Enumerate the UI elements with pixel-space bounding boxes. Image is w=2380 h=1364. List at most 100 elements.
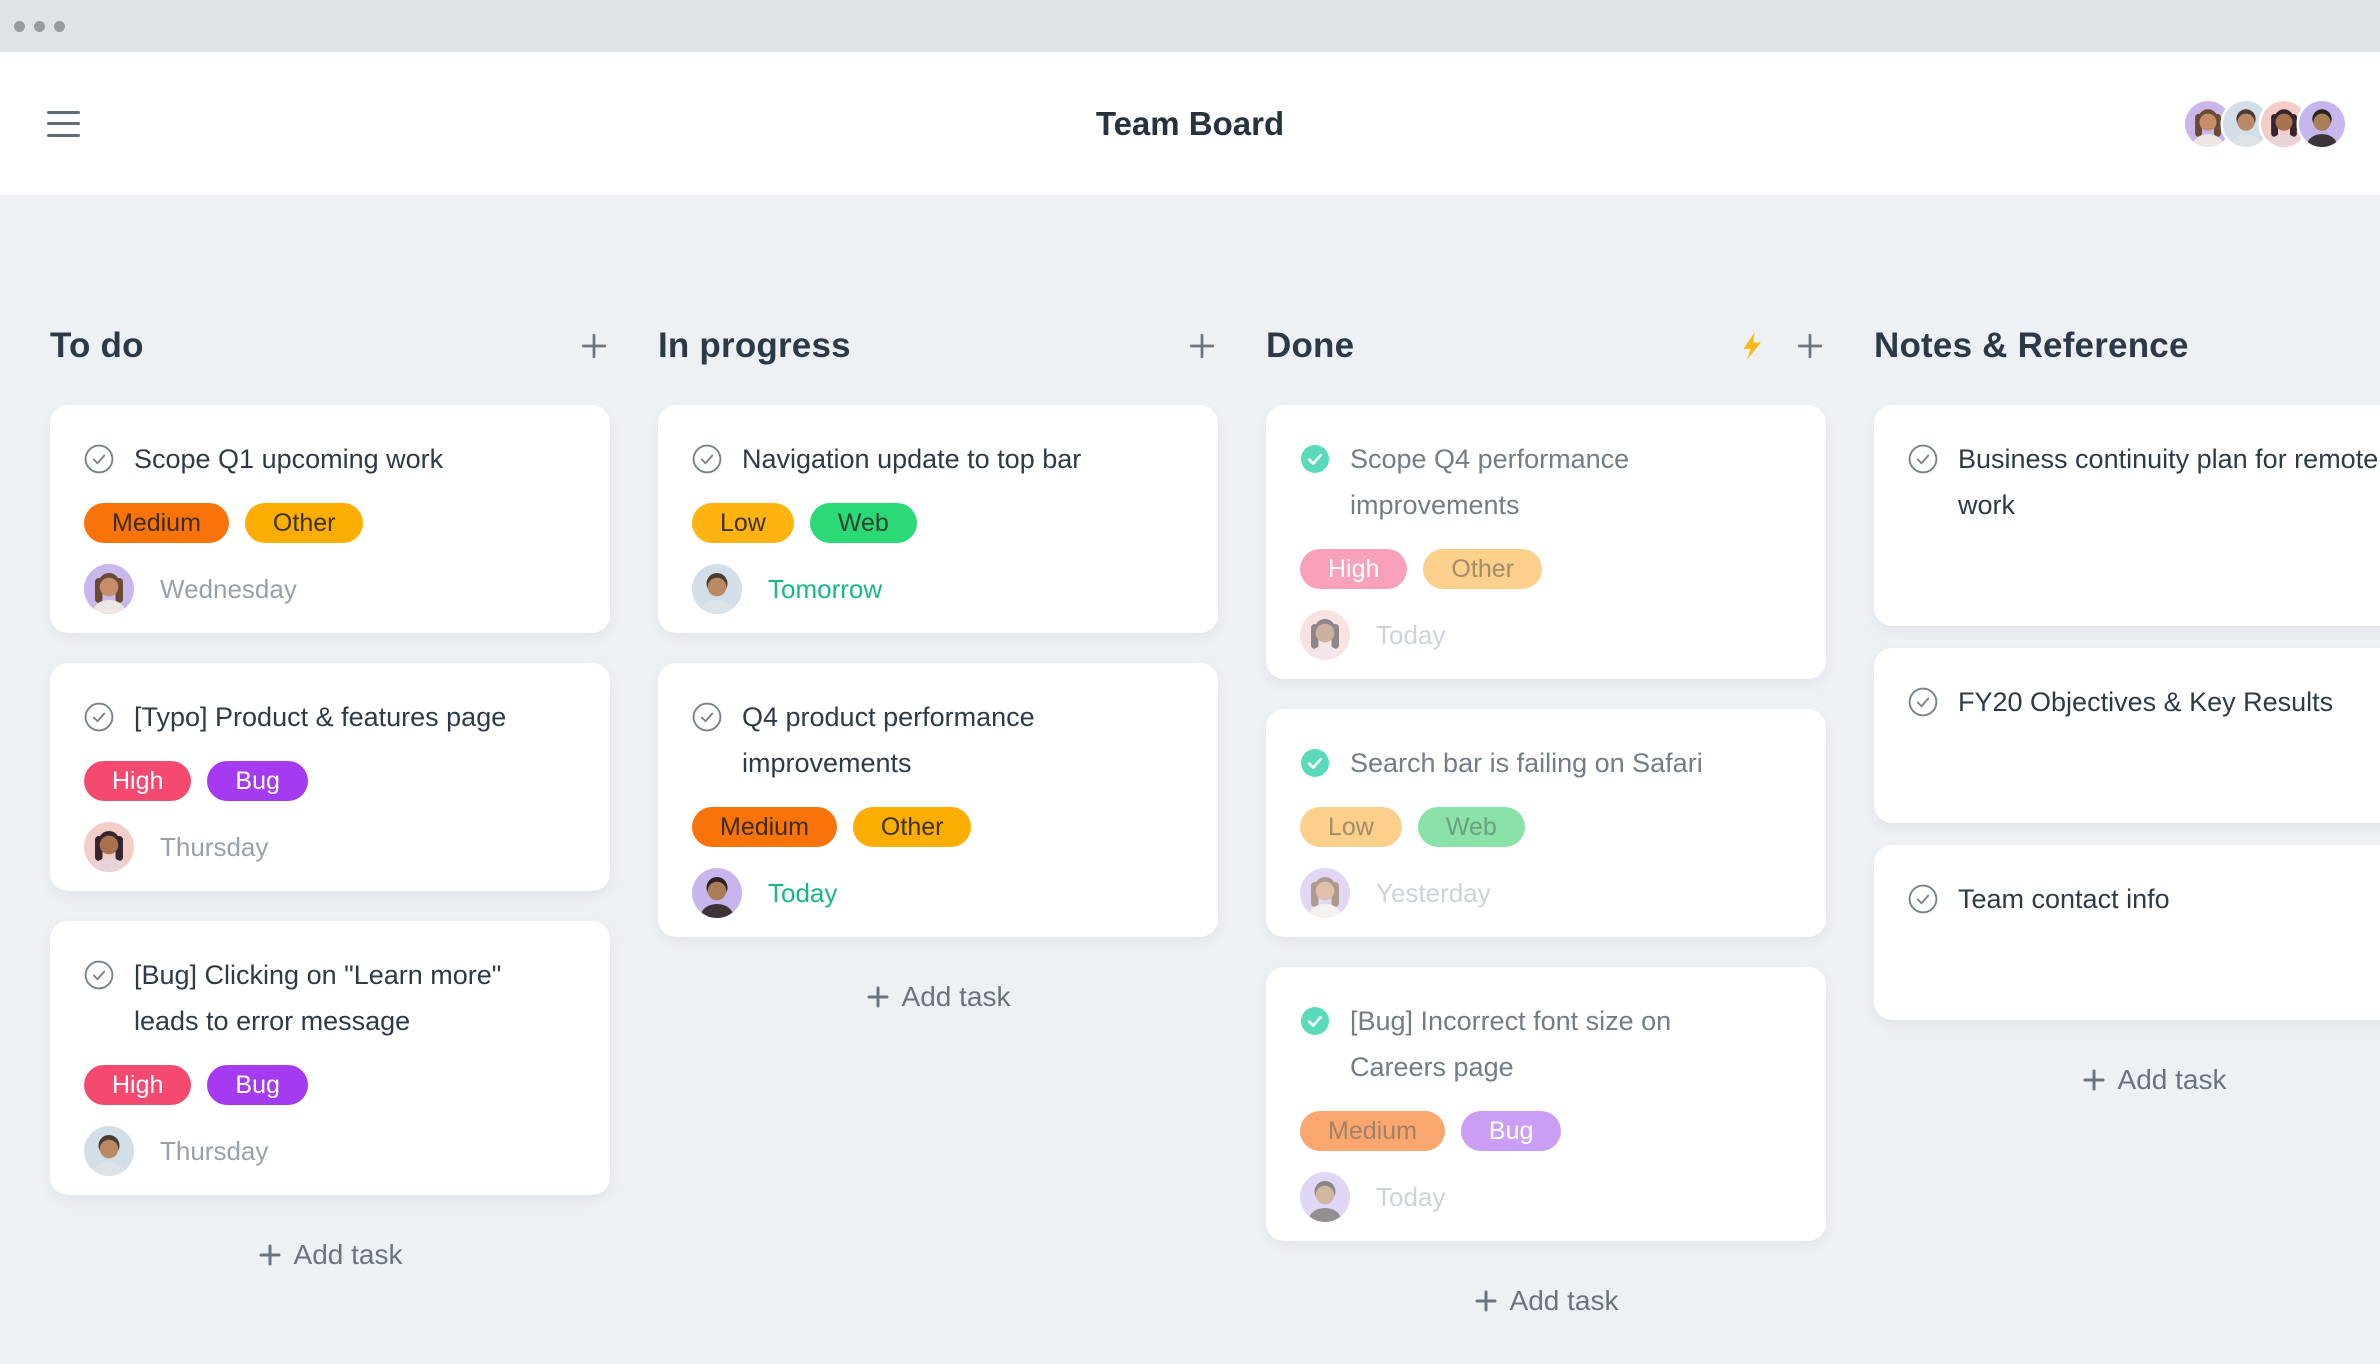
add-card-plus-icon[interactable]: [1186, 330, 1218, 362]
card-title: FY20 Objectives & Key Results: [1958, 687, 2334, 717]
tag-list: High Bug: [84, 761, 576, 801]
tag-web[interactable]: Web: [1417, 807, 1525, 847]
tag-medium[interactable]: Medium: [692, 807, 837, 847]
tag-high[interactable]: High: [84, 761, 192, 801]
card-meta-row: Today: [1300, 1172, 1792, 1222]
assignee-avatar[interactable]: [84, 564, 134, 614]
card-list: Navigation update to top bar Low Web Tomo…: [658, 405, 1218, 937]
card-title: Team contact info: [1958, 884, 2170, 914]
tag-list: Medium Other: [692, 807, 1184, 847]
task-card[interactable]: [Bug] Incorrect font size on Careers pag…: [1266, 967, 1826, 1241]
assignee-avatar[interactable]: [84, 822, 134, 872]
card-title: Navigation update to top bar: [742, 444, 1082, 474]
note-card[interactable]: Team contact info: [1874, 845, 2380, 1020]
card-title-row: [Typo] Product & features page: [84, 694, 576, 740]
card-title-row: Search bar is failing on Safari: [1300, 740, 1792, 786]
card-title-row: Scope Q4 performance improvements: [1300, 436, 1792, 528]
assignee-avatar[interactable]: [1300, 868, 1350, 918]
board-column-in-progress: In progress Navigation update to top bar…: [658, 323, 1218, 1317]
column-actions: [1186, 330, 1218, 362]
menu-icon[interactable]: [47, 110, 80, 137]
complete-checkbox-icon[interactable]: [1908, 687, 1938, 717]
assignee-avatar[interactable]: [84, 1126, 134, 1176]
card-title: Scope Q1 upcoming work: [134, 444, 444, 474]
tag-bug[interactable]: Bug: [207, 761, 308, 801]
complete-checkbox-icon[interactable]: [692, 444, 722, 474]
tag-medium[interactable]: Medium: [1300, 1111, 1445, 1151]
task-card[interactable]: Q4 product performance improvements Medi…: [658, 663, 1218, 937]
complete-checkbox-icon[interactable]: [1300, 748, 1330, 778]
window-titlebar: [0, 0, 2380, 52]
header-avatar[interactable]: [2299, 100, 2345, 147]
tag-list: Low Web: [1300, 807, 1792, 847]
complete-checkbox-icon[interactable]: [84, 444, 114, 474]
card-title: Business continuity plan for remote work: [1958, 444, 2379, 520]
assignee-avatar[interactable]: [1300, 610, 1350, 660]
add-task-button[interactable]: Add task: [1266, 1285, 1826, 1317]
card-list: Scope Q1 upcoming work Medium Other Wedne…: [50, 405, 610, 1195]
plus-icon: [1475, 1290, 1497, 1312]
due-date: Yesterday: [1376, 877, 1491, 908]
complete-checkbox-icon[interactable]: [84, 702, 114, 732]
plus-icon: [259, 1244, 281, 1266]
card-meta-row: Today: [1300, 610, 1792, 660]
task-card[interactable]: Scope Q4 performance improvements High Ot…: [1266, 405, 1826, 679]
add-task-label: Add task: [901, 981, 1011, 1012]
complete-checkbox-icon[interactable]: [1908, 884, 1938, 914]
due-date: Today: [768, 877, 838, 908]
tag-other[interactable]: Other: [1423, 549, 1542, 589]
card-title-row: Business continuity plan for remote work: [1908, 436, 2380, 528]
note-card[interactable]: Business continuity plan for remote work: [1874, 405, 2380, 626]
tag-list: Medium Bug: [1300, 1111, 1792, 1151]
window-control-dot[interactable]: [34, 20, 45, 32]
add-task-label: Add task: [2117, 1064, 2227, 1095]
add-card-plus-icon[interactable]: [578, 330, 610, 362]
column-title: To do: [50, 326, 144, 365]
column-header: Notes & Reference: [1874, 323, 2380, 369]
assignee-avatar[interactable]: [1300, 1172, 1350, 1222]
page-title: Team Board: [1095, 104, 1285, 142]
assignee-avatar[interactable]: [692, 868, 742, 918]
tag-high[interactable]: High: [84, 1065, 192, 1105]
tag-low[interactable]: Low: [692, 503, 794, 543]
card-title: Search bar is failing on Safari: [1350, 748, 1703, 778]
tag-other[interactable]: Other: [244, 503, 364, 543]
add-task-button[interactable]: Add task: [658, 981, 1218, 1013]
task-card[interactable]: [Typo] Product & features page High Bug T…: [50, 663, 610, 891]
add-task-button[interactable]: Add task: [50, 1239, 610, 1271]
tag-bug[interactable]: Bug: [1460, 1111, 1562, 1151]
window-control-dot[interactable]: [14, 20, 25, 32]
task-card[interactable]: Search bar is failing on Safari Low Web Y…: [1266, 709, 1826, 937]
card-title: [Bug] Clicking on "Learn more" leads to …: [134, 960, 502, 1036]
tag-list: High Bug: [84, 1065, 576, 1105]
tag-web[interactable]: Web: [809, 503, 917, 543]
tag-high[interactable]: High: [1300, 549, 1408, 589]
due-date: Tomorrow: [768, 573, 883, 604]
add-task-button[interactable]: Add task: [1874, 1064, 2380, 1096]
task-card[interactable]: Scope Q1 upcoming work Medium Other Wedne…: [50, 405, 610, 633]
complete-checkbox-icon[interactable]: [692, 702, 722, 732]
tag-low[interactable]: Low: [1300, 807, 1402, 847]
task-card[interactable]: Navigation update to top bar Low Web Tomo…: [658, 405, 1218, 633]
automation-bolt-icon[interactable]: [1736, 330, 1768, 362]
complete-checkbox-icon[interactable]: [84, 960, 114, 990]
tag-medium[interactable]: Medium: [84, 503, 229, 543]
plus-icon: [2083, 1069, 2105, 1091]
column-header: To do: [50, 323, 610, 369]
complete-checkbox-icon[interactable]: [1300, 1006, 1330, 1036]
tag-bug[interactable]: Bug: [207, 1065, 308, 1105]
complete-checkbox-icon[interactable]: [1908, 444, 1938, 474]
column-actions: [1736, 330, 1826, 362]
assignee-avatar[interactable]: [692, 564, 742, 614]
note-card[interactable]: FY20 Objectives & Key Results: [1874, 648, 2380, 823]
task-card[interactable]: [Bug] Clicking on "Learn more" leads to …: [50, 921, 610, 1195]
add-card-plus-icon[interactable]: [1794, 330, 1826, 362]
card-title: [Typo] Product & features page: [134, 702, 507, 732]
complete-checkbox-icon[interactable]: [1300, 444, 1330, 474]
kanban-board: To do Scope Q1 upcoming work Medium Other: [0, 196, 2380, 1317]
tag-other[interactable]: Other: [852, 807, 972, 847]
app-header: Team Board: [0, 52, 2380, 196]
card-meta-row: Tomorrow: [692, 564, 1184, 614]
card-title-row: FY20 Objectives & Key Results: [1908, 679, 2380, 725]
window-control-dot[interactable]: [54, 20, 65, 32]
